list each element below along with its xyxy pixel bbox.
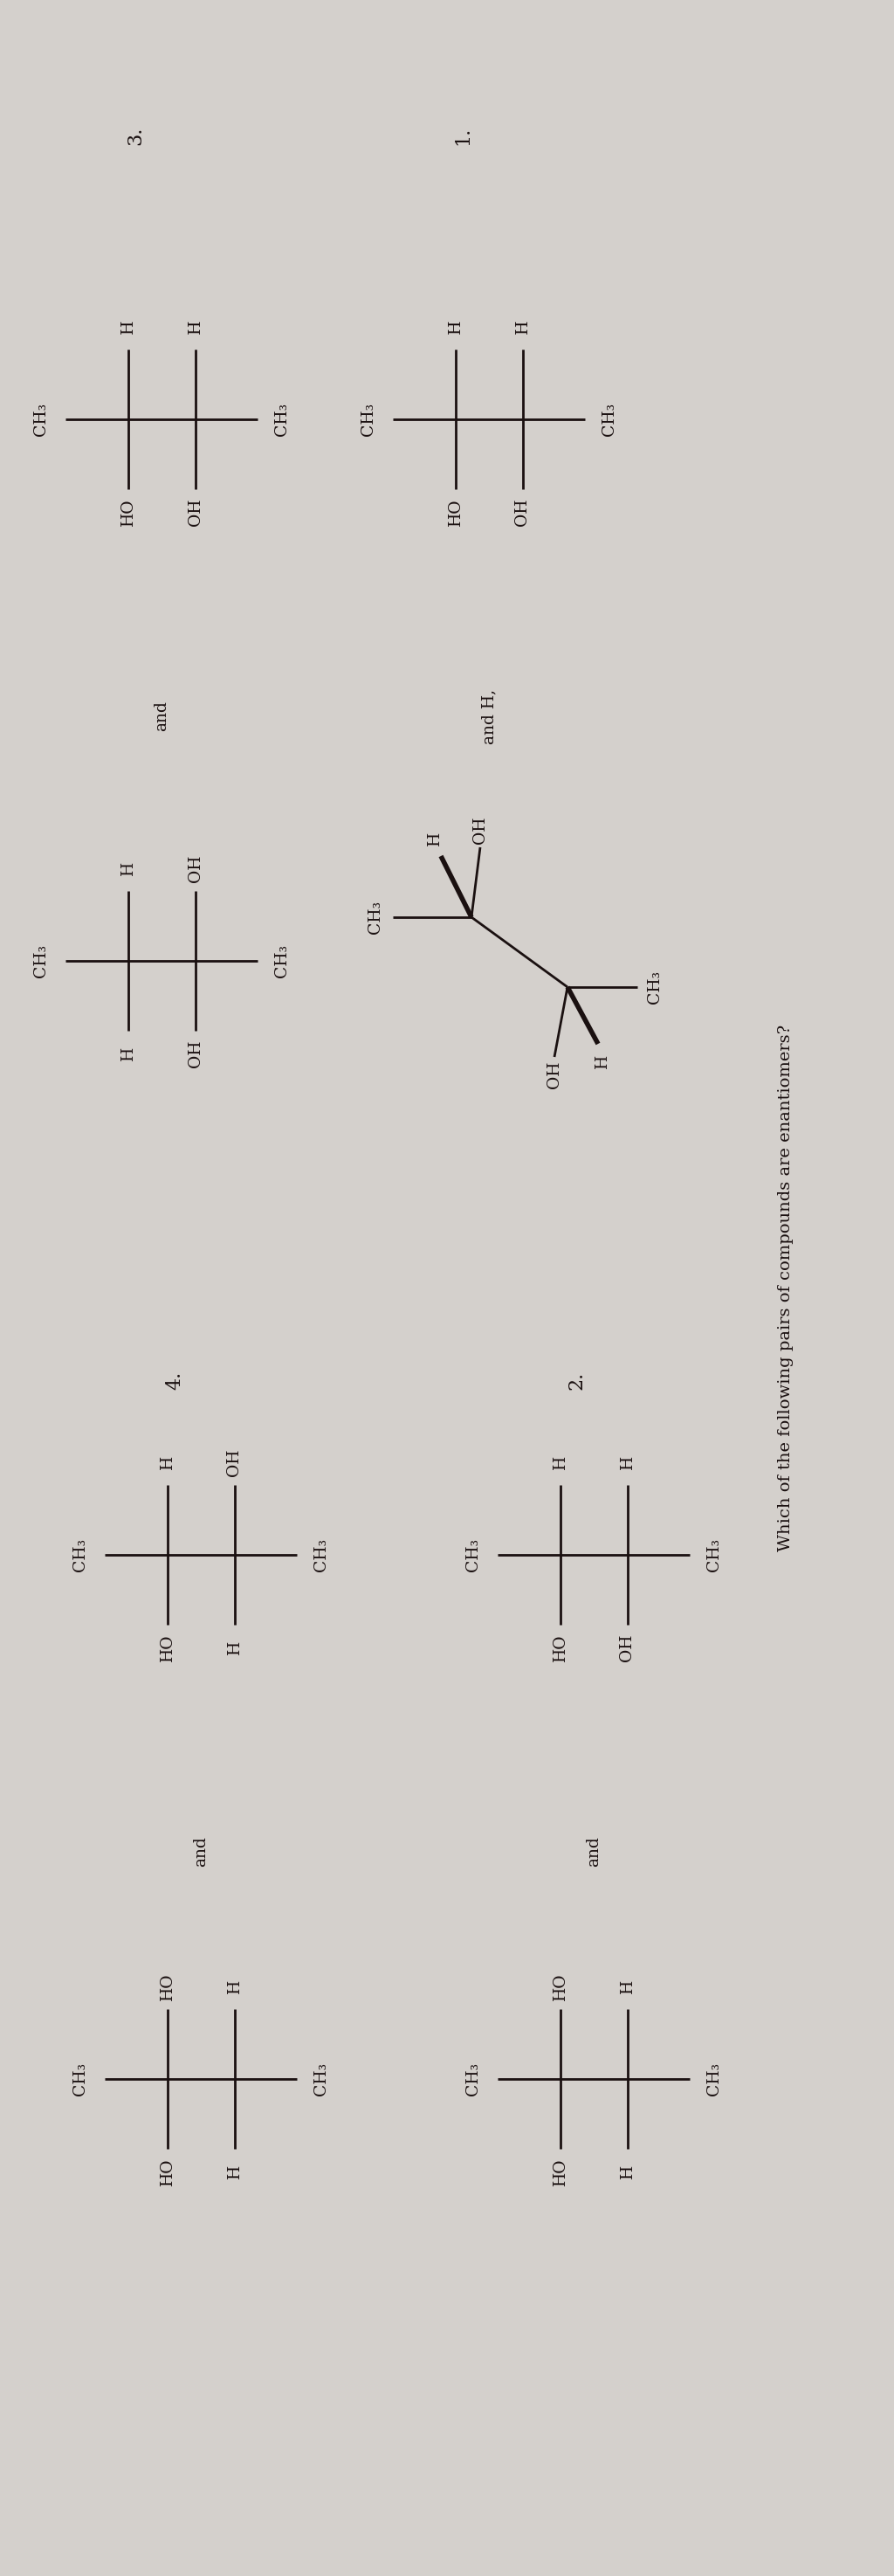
- Text: CH₃: CH₃: [314, 2063, 329, 2097]
- Text: OH: OH: [187, 855, 203, 881]
- Text: OH: OH: [472, 817, 488, 842]
- Text: 1.: 1.: [453, 126, 472, 144]
- Text: H: H: [159, 1455, 175, 1468]
- Text: H: H: [620, 1455, 635, 1468]
- Text: and: and: [586, 1837, 602, 1868]
- Text: CH₃: CH₃: [706, 1538, 722, 1571]
- Text: OH: OH: [187, 497, 203, 526]
- Text: OH: OH: [187, 1041, 203, 1066]
- Text: CH₃: CH₃: [72, 2063, 89, 2097]
- Text: 2.: 2.: [567, 1370, 586, 1388]
- Text: HO: HO: [447, 497, 463, 526]
- Text: H: H: [120, 860, 136, 876]
- Text: H: H: [226, 1978, 242, 1994]
- Text: and: and: [193, 1837, 208, 1868]
- Text: CH₃: CH₃: [647, 971, 662, 1005]
- Text: CH₃: CH₃: [274, 945, 290, 976]
- Text: CH₃: CH₃: [367, 902, 384, 935]
- Text: CH₃: CH₃: [274, 402, 290, 435]
- Text: and: and: [154, 701, 169, 732]
- Text: H: H: [226, 2164, 242, 2179]
- Text: CH₃: CH₃: [33, 945, 49, 976]
- Text: H: H: [187, 319, 203, 335]
- Text: CH₃: CH₃: [602, 402, 617, 435]
- Text: HO: HO: [552, 1973, 568, 1999]
- Text: CH₃: CH₃: [314, 1538, 329, 1571]
- Text: OH: OH: [620, 1633, 635, 1662]
- Text: CH₃: CH₃: [72, 1538, 89, 1571]
- Text: HO: HO: [552, 2159, 568, 2184]
- Text: 3.: 3.: [126, 126, 145, 144]
- Text: and H,: and H,: [481, 688, 497, 744]
- Text: H: H: [620, 1978, 635, 1994]
- Text: H: H: [515, 319, 530, 335]
- Text: Which of the following pairs of compounds are enantiomers?: Which of the following pairs of compound…: [778, 1025, 794, 1551]
- Text: H: H: [120, 319, 136, 335]
- Text: HO: HO: [159, 2159, 175, 2184]
- Text: 4.: 4.: [165, 1370, 184, 1388]
- Text: CH₃: CH₃: [466, 1538, 481, 1571]
- Text: H: H: [595, 1054, 611, 1069]
- Text: HO: HO: [159, 1973, 175, 1999]
- Text: OH: OH: [546, 1061, 562, 1087]
- Text: CH₃: CH₃: [466, 2063, 481, 2097]
- Text: HO: HO: [552, 1633, 568, 1662]
- Text: H: H: [427, 832, 443, 845]
- Text: H: H: [120, 1046, 136, 1061]
- Text: H: H: [552, 1455, 568, 1468]
- Text: H: H: [226, 1641, 242, 1654]
- Text: CH₃: CH₃: [33, 402, 49, 435]
- Text: OH: OH: [515, 497, 530, 526]
- Text: H: H: [447, 319, 463, 335]
- Text: HO: HO: [120, 497, 136, 526]
- Text: HO: HO: [159, 1633, 175, 1662]
- Text: OH: OH: [226, 1448, 242, 1476]
- Text: CH₃: CH₃: [706, 2063, 722, 2097]
- Text: CH₃: CH₃: [360, 402, 376, 435]
- Text: H: H: [620, 2164, 635, 2179]
